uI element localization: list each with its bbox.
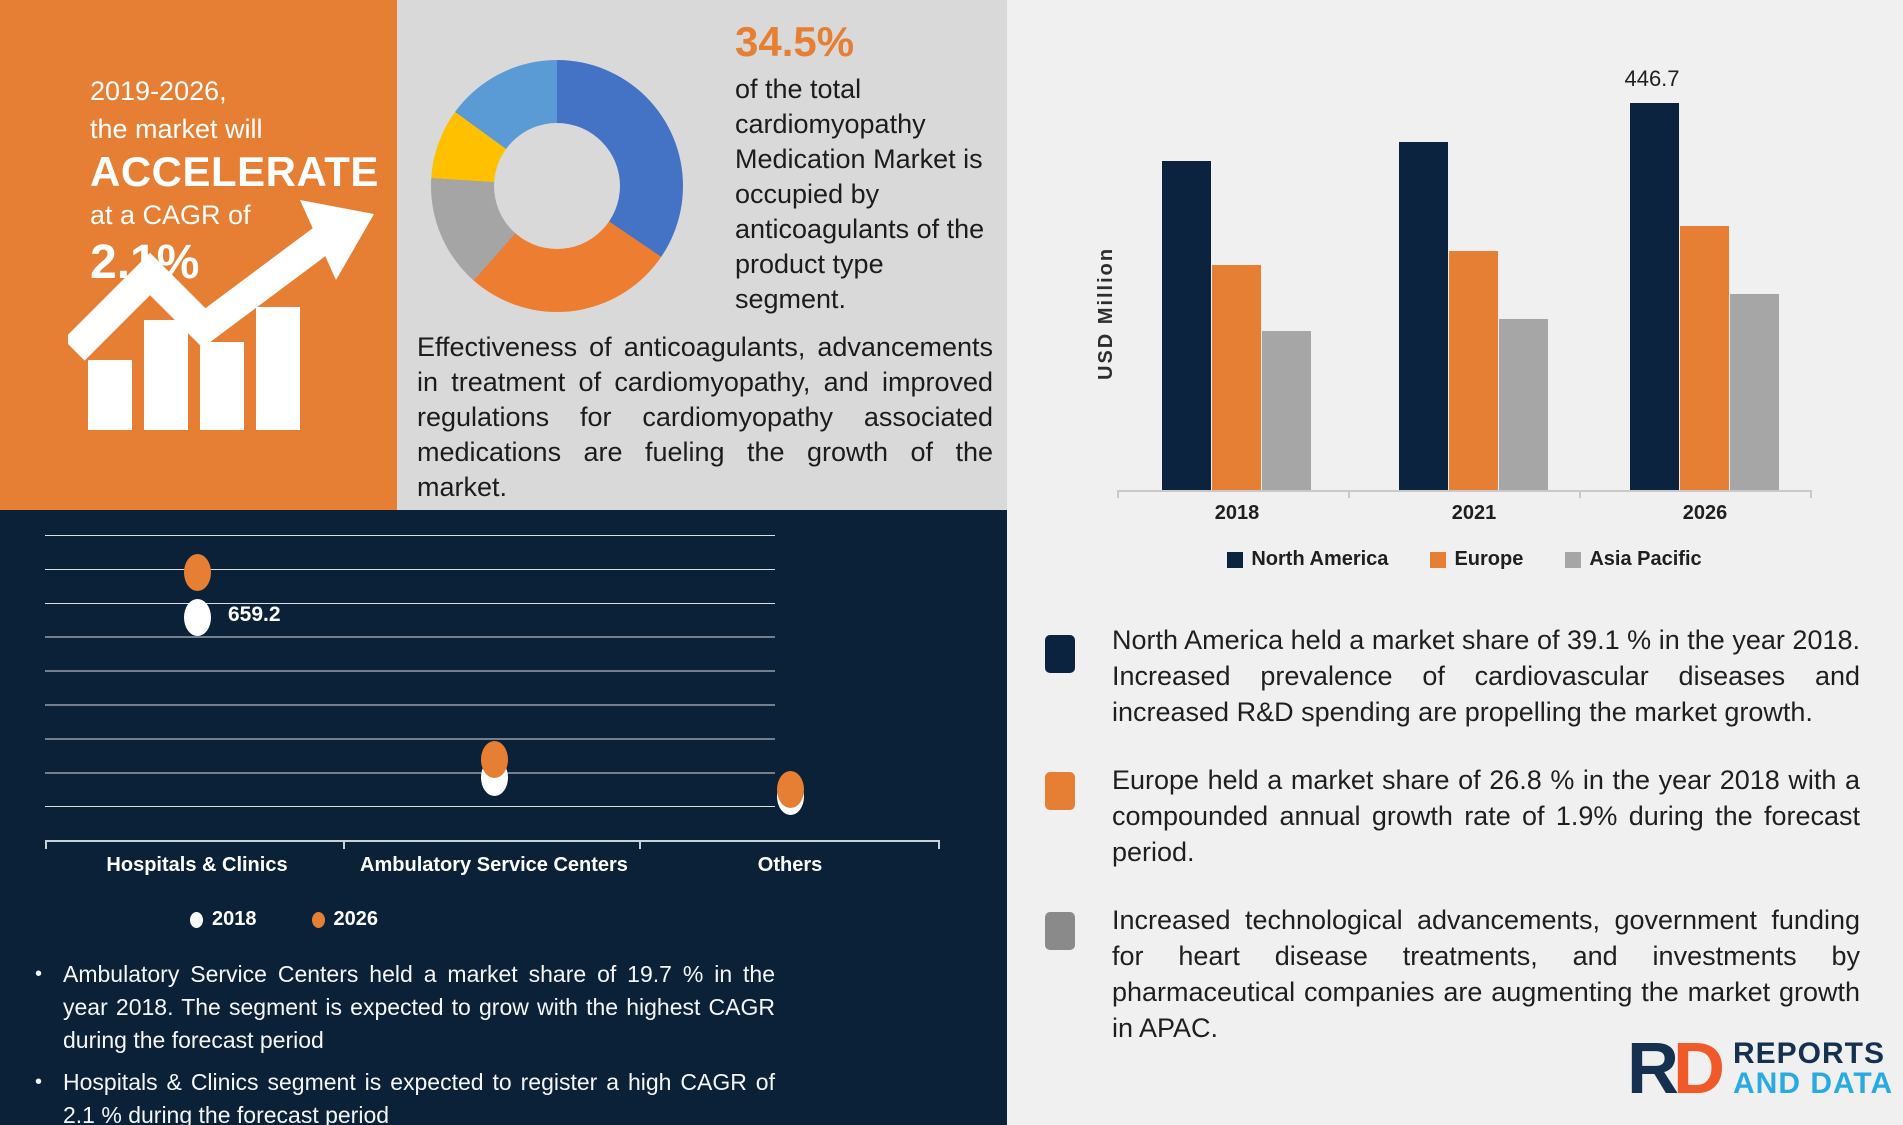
bar-europe (1680, 226, 1729, 490)
bullet-ambulatory: • Ambulatory Service Centers held a mark… (35, 958, 775, 1057)
bullet-europe: Europe held a market share of 26.8 % in … (1112, 765, 1860, 867)
dot-value-label: 659.2 (228, 603, 281, 626)
bullet-dot-icon: • (35, 1071, 43, 1093)
cagr-period: 2019-2026, (90, 76, 227, 106)
donut-chart (431, 60, 683, 312)
growth-arrow-chart-icon (68, 200, 374, 430)
bar-xlabel-2018: 2018 (1214, 502, 1260, 524)
legend-asia-pacific-label: Asia Pacific (1589, 548, 1702, 570)
cagr-emphasis: ACCELERATE (90, 148, 379, 195)
bar-asia-pacific (1730, 294, 1779, 490)
legend-item-2018: 2018 (190, 908, 257, 931)
bar-asia-pacific (1499, 319, 1548, 490)
legend-europe-label: Europe (1454, 548, 1524, 570)
dot-2018-hospitals-clinics (184, 598, 211, 636)
bar-asia-pacific (1262, 331, 1311, 490)
legend-item-asia-pacific: Asia Pacific (1565, 548, 1702, 571)
segment-panel: 659.2 Hospitals & Clinics Ambulatory Ser… (0, 510, 1007, 1125)
regional-bar-chart: USD Million 446.7 2018 2021 2026 North A… (1007, 0, 1903, 620)
legend-north-america-swatch (1227, 551, 1244, 568)
legend-item-europe: Europe (1430, 548, 1523, 571)
logo-name: REPORTS AND DATA (1733, 1037, 1894, 1100)
dot-plot-axis (45, 840, 940, 849)
bullet-square-apac (1045, 912, 1075, 950)
bar-north-america (1162, 161, 1211, 490)
reports-and-data-logo: RD REPORTS AND DATA (1627, 1029, 1894, 1109)
dot-2026-others (777, 771, 804, 809)
bar-group-2021 (1394, 0, 1554, 490)
bar-xlabel-2021: 2021 (1451, 502, 1497, 524)
bar-europe (1212, 265, 1261, 490)
bullet-apac: Increased technological advancements, go… (1112, 905, 1860, 1043)
stat-text: of the total cardiomyopathy Medication M… (735, 74, 985, 314)
logo-mark: RD (1627, 1029, 1725, 1109)
legend-europe-swatch (1430, 551, 1447, 568)
legend-2026-label: 2026 (333, 908, 379, 930)
bar-xlabel-2026: 2026 (1682, 502, 1728, 524)
cagr-line4: at a CAGR of (90, 200, 251, 230)
legend-2018-swatch (190, 911, 203, 928)
dot-plot-gridlines (45, 535, 775, 808)
market-paragraph: Effectiveness of anticoagulants, advance… (417, 332, 993, 502)
dot-2026-hospitals-clinics (184, 554, 211, 592)
donut-stat-panel: 34.5% of the total cardiomyopathy Medica… (397, 0, 1007, 510)
dot-plot-area: 659.2 Hospitals & Clinics Ambulatory Ser… (0, 510, 1007, 1125)
bar-north-america (1399, 142, 1448, 490)
bullet-dot-icon: • (35, 963, 43, 985)
bar-group-2018 (1157, 0, 1317, 490)
legend-item-2026: 2026 (311, 908, 379, 931)
dot-category-others: Others (757, 854, 823, 876)
bar-chart-axis (1117, 490, 1812, 498)
bullet-square-north-america (1045, 635, 1075, 673)
bar-chart-legend: North America Europe Asia Pacific (1117, 548, 1812, 571)
bullet-north-america: North America held a market share of 39.… (1112, 625, 1860, 727)
legend-north-america-label: North America (1251, 548, 1389, 570)
dot-plot-legend: 2018 2026 (190, 908, 378, 931)
dot-category-ambulatory: Ambulatory Service Centers (360, 854, 628, 876)
bar-europe (1449, 251, 1498, 490)
bar-north-america (1630, 103, 1679, 490)
regional-panel: USD Million 446.7 2018 2021 2026 North A… (1007, 0, 1903, 1125)
bullet-hospitals: • Hospitals & Clinics segment is expecte… (35, 1066, 775, 1125)
bar-chart-ylabel: USD Million (1095, 246, 1117, 380)
bullet-square-europe (1045, 772, 1075, 810)
cagr-line2: the market will (90, 114, 263, 144)
stat-block: 34.5% of the total cardiomyopathy Medica… (735, 18, 990, 317)
legend-2018-label: 2018 (212, 908, 257, 930)
stat-value: 34.5% (735, 18, 855, 65)
legend-item-north-america: North America (1227, 548, 1388, 571)
bar-group-2026 (1625, 0, 1785, 490)
segment-bullets: • Ambulatory Service Centers held a mark… (35, 958, 775, 1125)
bar-data-label: 446.7 (1624, 66, 1680, 91)
dot-2026-ambulatory-service-centers (481, 740, 508, 778)
cagr-panel: 2019-2026, the market will ACCELERATE at… (0, 0, 397, 510)
dot-category-hospitals: Hospitals & Clinics (106, 854, 288, 876)
legend-asia-pacific-swatch (1565, 551, 1582, 568)
legend-2026-swatch (311, 911, 325, 928)
donut-hole (494, 123, 620, 249)
